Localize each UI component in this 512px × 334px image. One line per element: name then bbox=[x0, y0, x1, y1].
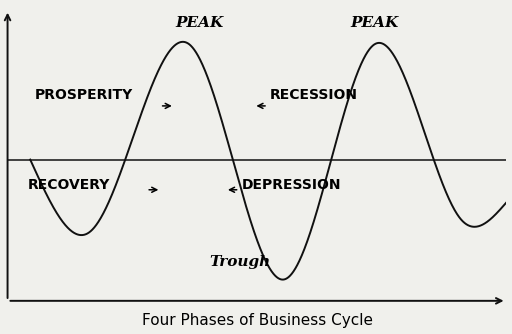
X-axis label: Four Phases of Business Cycle: Four Phases of Business Cycle bbox=[141, 313, 373, 328]
Text: RECESSION: RECESSION bbox=[269, 89, 357, 103]
Text: PROSPERITY: PROSPERITY bbox=[35, 89, 133, 103]
Text: DEPRESSION: DEPRESSION bbox=[242, 178, 342, 192]
Text: PEAK: PEAK bbox=[350, 15, 398, 29]
Text: PEAK: PEAK bbox=[176, 15, 224, 29]
Text: Trough: Trough bbox=[209, 255, 270, 269]
Text: RECOVERY: RECOVERY bbox=[28, 178, 110, 192]
